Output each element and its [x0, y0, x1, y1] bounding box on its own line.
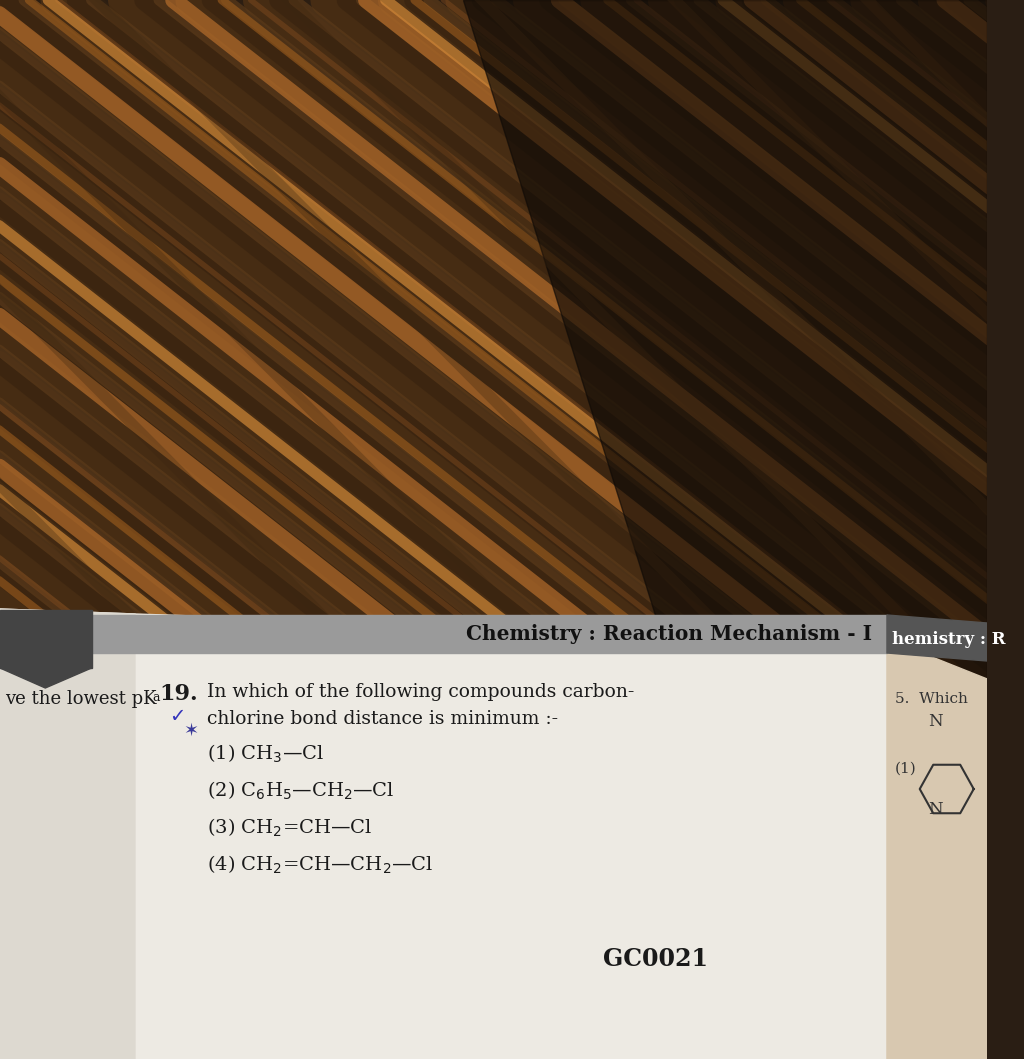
Text: GC0021: GC0021 [603, 947, 708, 971]
Text: ✓: ✓ [169, 706, 185, 725]
Text: (2) C$_6$H$_5$—CH$_2$—Cl: (2) C$_6$H$_5$—CH$_2$—Cl [207, 779, 395, 802]
Text: (3) CH$_2$=CH—Cl: (3) CH$_2$=CH—Cl [207, 816, 373, 839]
Polygon shape [0, 615, 887, 653]
Text: (1): (1) [895, 762, 916, 776]
Bar [0, 0, 987, 679]
Text: (4) CH$_2$=CH—CH$_2$—Cl: (4) CH$_2$=CH—CH$_2$—Cl [207, 854, 433, 876]
Text: 5.  Which: 5. Which [895, 692, 968, 706]
Polygon shape [0, 668, 91, 688]
Text: 19.: 19. [159, 683, 198, 705]
Text: (1) CH$_3$—Cl: (1) CH$_3$—Cl [207, 742, 325, 766]
Text: N: N [929, 714, 943, 731]
Polygon shape [887, 639, 987, 1059]
Polygon shape [0, 610, 91, 668]
Text: In which of the following compounds carbon-: In which of the following compounds carb… [207, 683, 635, 701]
Polygon shape [463, 0, 987, 679]
Text: Chemistry : Reaction Mechanism - I: Chemistry : Reaction Mechanism - I [467, 624, 872, 644]
Polygon shape [0, 609, 135, 1059]
Text: chlorine bond distance is minimum :-: chlorine bond distance is minimum :- [207, 710, 558, 728]
Text: a: a [153, 692, 160, 704]
Text: N: N [929, 801, 943, 818]
Text: ✶: ✶ [183, 722, 199, 740]
Bar [135, 629, 887, 1059]
Text: hemistry : R: hemistry : R [892, 630, 1006, 647]
Bar [0, 0, 987, 639]
Text: ve the lowest pK: ve the lowest pK [5, 690, 157, 708]
Polygon shape [0, 609, 987, 1059]
Polygon shape [887, 615, 987, 661]
